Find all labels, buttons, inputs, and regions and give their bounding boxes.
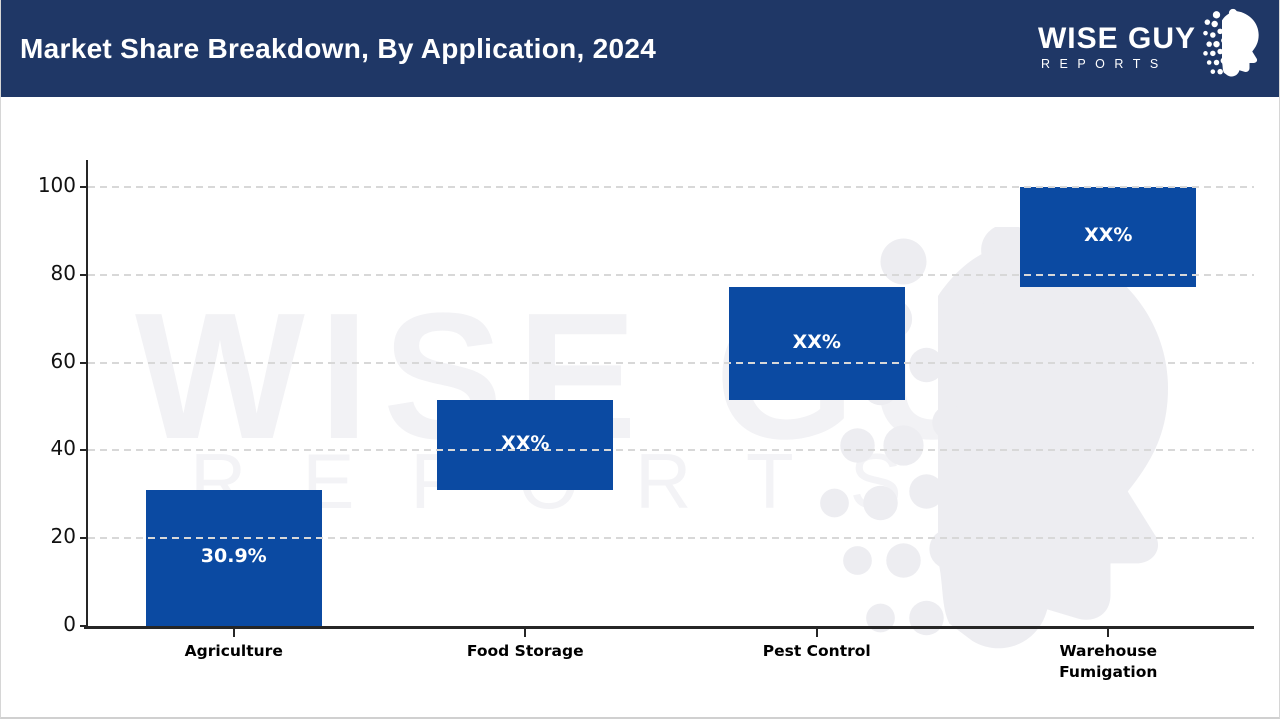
brand-logo: WISE GUY REPORTS: [1038, 8, 1266, 84]
page-title: Market Share Breakdown, By Application, …: [20, 32, 657, 64]
y-tick-label-40: 40: [50, 436, 76, 461]
y-tick-40: [80, 449, 88, 452]
bar-agriculture: [145, 490, 322, 626]
x-axis-line: [84, 626, 1254, 629]
bar-warehouse-fumigation: [1020, 187, 1197, 288]
y-tick-100: [80, 186, 88, 188]
y-tick-label-0: 0: [63, 612, 76, 636]
category-label-food-storage: Food Storage: [466, 642, 584, 660]
gridline-100: [88, 186, 1254, 188]
wiseguy-head-icon: [1203, 8, 1259, 77]
bar-value-label-warehouse-fumigation: XX%: [1084, 224, 1133, 247]
chart-canvas: WISE GUY REPORTS 02040608010030.9%Agricu…: [0, 97, 1280, 720]
logo-wordmark: WISE GUY: [1037, 21, 1196, 55]
bar-value-label-food-storage: XX%: [501, 432, 550, 455]
y-tick-20: [80, 537, 88, 540]
bar-pest-control: [728, 287, 905, 401]
category-label-pest-control: Pest Control: [762, 642, 871, 660]
y-tick-80: [80, 273, 88, 276]
category-label-agriculture: Agriculture: [184, 642, 283, 660]
y-tick-label-60: 60: [50, 348, 76, 373]
y-axis-line: [86, 160, 88, 629]
x-tick-warehouse-fumigation: [1107, 629, 1110, 637]
gridline-80: [88, 273, 1254, 276]
x-tick-agriculture: [232, 629, 235, 637]
header-bar: Market Share Breakdown, By Application, …: [0, 0, 1280, 97]
logo-text: WISE GUY REPORTS: [1038, 22, 1196, 71]
gridline-60: [88, 361, 1254, 364]
gridline-40: [88, 449, 1254, 452]
y-tick-label-20: 20: [50, 524, 76, 549]
x-tick-pest-control: [815, 629, 818, 637]
x-tick-food-storage: [524, 629, 527, 637]
bar-food-storage: [437, 400, 614, 491]
y-tick-60: [80, 361, 88, 364]
y-tick-label-80: 80: [50, 260, 76, 285]
bar-value-label-agriculture: 30.9%: [200, 545, 267, 568]
bar-value-label-pest-control: XX%: [792, 330, 841, 353]
category-label-warehouse-fumigation: Warehouse Fumigation: [1059, 642, 1158, 681]
logo-subtext: REPORTS: [1040, 56, 1168, 71]
y-tick-label-100: 100: [37, 173, 76, 197]
gridline-20: [88, 537, 1254, 540]
